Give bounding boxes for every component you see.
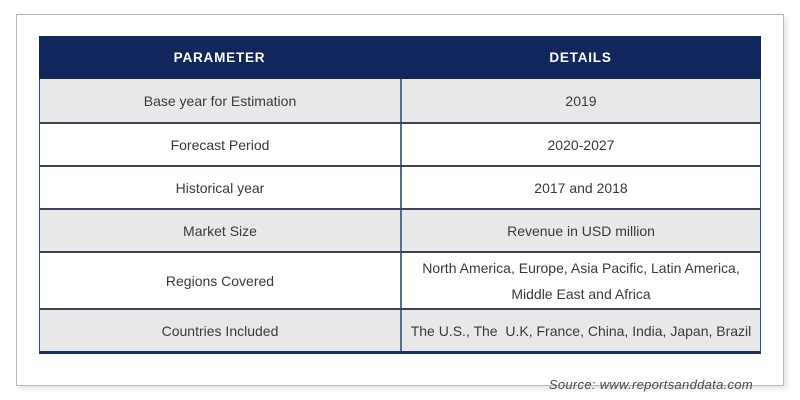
row-parameter-regions-covered: Regions Covered [165, 272, 275, 289]
table-row: Market Size Revenue in USD million [39, 208, 761, 251]
report-scope-card: PARAMETER DETAILS Base year for Estimati… [16, 14, 784, 392]
row-details-forecast-period: 2020-2027 [400, 124, 760, 165]
report-scope-table: PARAMETER DETAILS Base year for Estimati… [39, 36, 761, 354]
table-row: Countries Included The U.S., The U.K, Fr… [39, 308, 761, 351]
table-row: Forecast Period 2020-2027 [39, 122, 761, 165]
table-row: Historical year 2017 and 2018 [39, 165, 761, 208]
row-parameter-base-year: Base year for Estimation [143, 92, 297, 109]
row-details-historical-year: 2017 and 2018 [400, 167, 760, 208]
table-row: Base year for Estimation 2019 [39, 79, 761, 122]
source-attribution: Source: www.reportsanddata.com [548, 377, 753, 392]
column-header-parameter: PARAMETER [173, 50, 266, 65]
column-header-details: DETAILS [549, 50, 612, 65]
row-parameter-market-size: Market Size [183, 222, 257, 239]
row-details-base-year: 2019 [400, 79, 760, 122]
row-details-countries-included: The U.S., The U.K, France, China, India,… [400, 310, 760, 351]
row-parameter-historical-year: Historical year [175, 179, 265, 196]
row-details-regions-covered: North America, Europe, Asia Pacific, Lat… [400, 253, 760, 308]
table-row: Regions Covered North America, Europe, A… [39, 251, 761, 308]
row-details-market-size: Revenue in USD million [400, 210, 760, 251]
regions-covered-text: North America, Europe, Asia Pacific, Lat… [422, 259, 744, 302]
row-parameter-forecast-period: Forecast Period [170, 136, 270, 153]
table-header-row: PARAMETER DETAILS [39, 36, 761, 79]
row-parameter-countries-included: Countries Included [161, 322, 279, 339]
